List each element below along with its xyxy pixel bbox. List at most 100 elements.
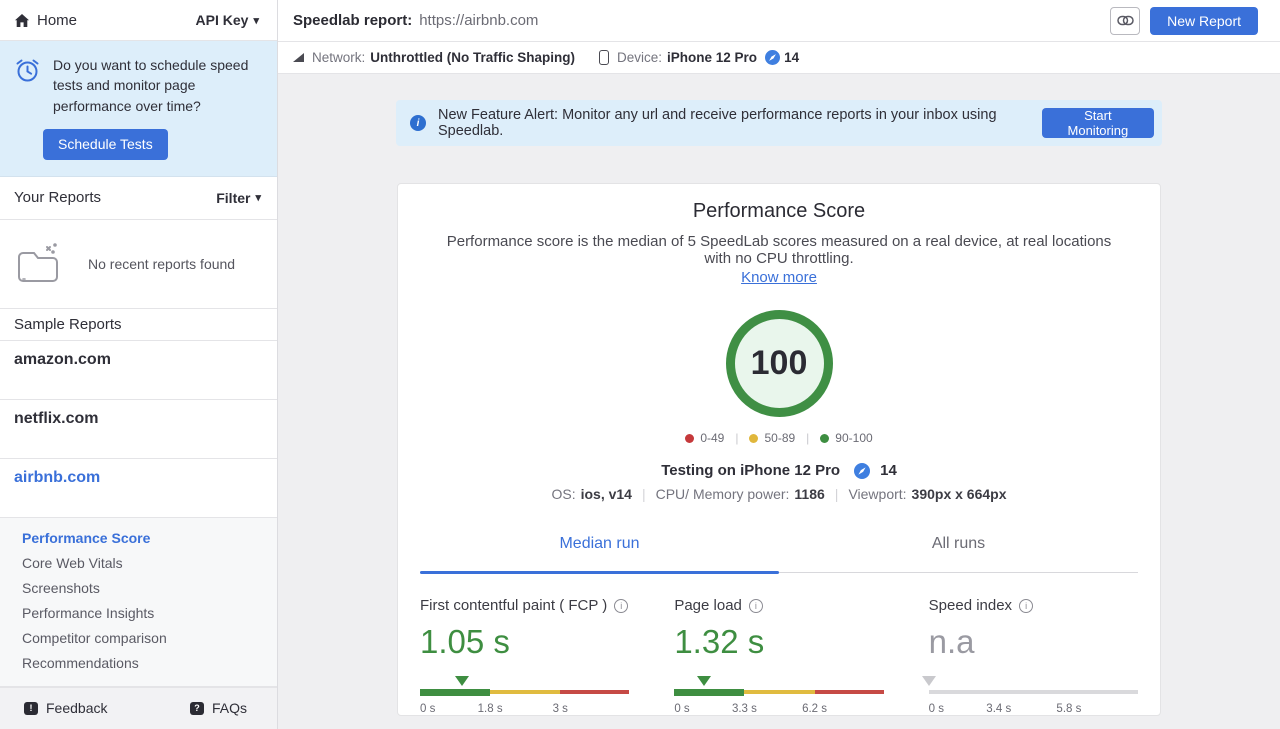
new-report-button[interactable]: New Report [1150, 6, 1258, 35]
schedule-promo-box: Do you want to schedule speed tests and … [0, 41, 277, 177]
start-monitoring-button[interactable]: Start Monitoring [1041, 108, 1154, 138]
sidebar-item-amazon[interactable]: amazon.com [0, 341, 277, 401]
score-legend: 0-49 | 50-89 | 90-100 [398, 431, 1160, 445]
score-value: 100 [750, 344, 808, 382]
nav-item-core-web-vitals[interactable]: Core Web Vitals [22, 554, 123, 571]
metric-speed-index: Speed index i n.a 0 s 3.4 s [921, 597, 1138, 715]
tab-all-runs[interactable]: All runs [931, 535, 986, 552]
safari-icon [765, 50, 781, 65]
cpu-label: CPU/ Memory power: [655, 486, 790, 502]
chevron-down-icon: ▾ [255, 192, 261, 205]
card-description: Performance score is the median of 5 Spe… [446, 233, 1112, 267]
feedback-label: Feedback [46, 700, 108, 717]
legend-dot [820, 433, 830, 443]
alert-text: New Feature Alert: Monitor any url and r… [438, 107, 997, 139]
sidebar-footer: ! Feedback ? FAQs [0, 687, 277, 729]
info-icon: i [410, 115, 426, 131]
metric-title: First contentful paint ( FCP ) [420, 597, 608, 614]
info-icon[interactable]: i [748, 598, 763, 613]
metric-bar [928, 688, 1138, 696]
metric-value: 1.32 s [674, 623, 765, 660]
os-label: OS: [551, 486, 576, 502]
tab-median-run[interactable]: Median run [420, 535, 779, 574]
nav-item-competitor-comparison[interactable]: Competitor comparison [22, 629, 167, 646]
metric-ticks: 0 s 1.8 s 3 s [420, 703, 568, 715]
copy-link-button[interactable] [1110, 6, 1141, 35]
card-title: Performance Score [692, 200, 866, 222]
your-reports-header: Your Reports Filter ▾ [0, 177, 277, 220]
page-title: Speedlab report: [293, 12, 413, 29]
nav-item-screenshots[interactable]: Screenshots [22, 579, 100, 596]
filter-label: Filter [216, 189, 251, 206]
main-header: Speedlab report: https://airbnb.com New … [278, 0, 1280, 42]
info-icon[interactable]: i [1019, 598, 1034, 613]
promo-text: Do you want to schedule speed tests and … [53, 57, 249, 114]
testing-device-line: Testing on iPhone 12 Pro 14 [398, 462, 1160, 479]
legend-item: 50-89 [749, 431, 795, 445]
nav-item-performance-score[interactable]: Performance Score [22, 529, 151, 546]
faqs-link[interactable]: ? FAQs [189, 700, 247, 716]
sidebar-item-netflix[interactable]: netflix.com [0, 400, 277, 460]
home-icon [15, 13, 29, 27]
feedback-icon: ! [24, 701, 38, 715]
device-specs-line: OS: ios, v14 | CPU/ Memory power: 1186 | V… [398, 486, 1160, 502]
home-label: Home [37, 11, 78, 29]
os-value: ios, v14 [580, 486, 632, 502]
browser-version: 14 [784, 50, 800, 65]
feedback-link[interactable]: ! Feedback [24, 700, 107, 716]
schedule-tests-button[interactable]: Schedule Tests [43, 128, 168, 160]
your-reports-label: Your Reports [14, 189, 101, 207]
metric-title: Speed index [928, 597, 1013, 614]
phone-icon [599, 50, 610, 65]
legend-item: 90-100 [820, 431, 873, 445]
score-gauge: 100 [725, 310, 833, 417]
network-signal-icon [293, 53, 304, 62]
metrics-row: First contentful paint ( FCP ) i 1.05 s … [398, 597, 1160, 715]
testing-on-text: Testing on iPhone 12 Pro [661, 462, 841, 479]
metric-value: n.a [928, 623, 975, 660]
metric-fcp: First contentful paint ( FCP ) i 1.05 s … [420, 597, 630, 715]
sidebar-item-airbnb[interactable]: airbnb.com [0, 459, 277, 518]
metric-bar [420, 688, 630, 696]
nav-item-recommendations[interactable]: Recommendations [22, 654, 139, 671]
legend-dot [749, 433, 759, 443]
legend-separator: | [806, 431, 810, 445]
api-key-label: API Key [195, 12, 249, 29]
sample-reports-label: Sample Reports [14, 316, 122, 334]
chevron-down-icon: ▾ [253, 14, 259, 27]
metric-title: Page load [674, 597, 742, 614]
sidebar-header: Home API Key ▾ [0, 0, 277, 42]
sample-reports-header: Sample Reports [0, 309, 277, 342]
legend-label: 90-100 [835, 431, 873, 445]
filter-dropdown[interactable]: Filter ▾ [216, 190, 261, 206]
viewport-value: 390px x 664px [911, 486, 1007, 502]
spec-separator: | [641, 486, 646, 502]
home-link[interactable]: Home [15, 12, 77, 29]
legend-dot [685, 433, 695, 443]
api-key-dropdown[interactable]: API Key ▾ [196, 12, 259, 28]
performance-score-card: Performance Score Performance score is t… [397, 183, 1161, 716]
legend-separator: | [735, 431, 739, 445]
legend-item: 0-49 [685, 431, 724, 445]
network-value: Unthrottled (No Traffic Shaping) [370, 50, 576, 65]
alarm-clock-icon [14, 57, 41, 116]
main-area: Speedlab report: https://airbnb.com New … [278, 0, 1280, 729]
info-icon[interactable]: i [614, 598, 629, 613]
feature-alert-banner: i New Feature Alert: Monitor any url and… [396, 100, 1162, 146]
nav-item-performance-insights[interactable]: Performance Insights [22, 604, 155, 621]
safari-icon [854, 462, 871, 479]
viewport-label: Viewport: [848, 486, 907, 502]
cpu-value: 1186 [794, 486, 825, 502]
metric-marker [696, 676, 711, 686]
link-icon [1116, 15, 1134, 26]
metric-value: 1.05 s [420, 623, 510, 660]
metric-marker [921, 676, 936, 686]
test-config-bar: Network: Unthrottled (No Traffic Shaping… [278, 42, 1280, 74]
run-tabs: Median run All runs [420, 535, 1138, 574]
question-icon: ? [189, 701, 204, 715]
browser-version: 14 [880, 462, 897, 479]
metric-page-load: Page load i 1.32 s 0 s 3.3 s [674, 597, 884, 715]
network-label: Network: [312, 50, 366, 65]
know-more-link[interactable]: Know more [741, 269, 817, 286]
